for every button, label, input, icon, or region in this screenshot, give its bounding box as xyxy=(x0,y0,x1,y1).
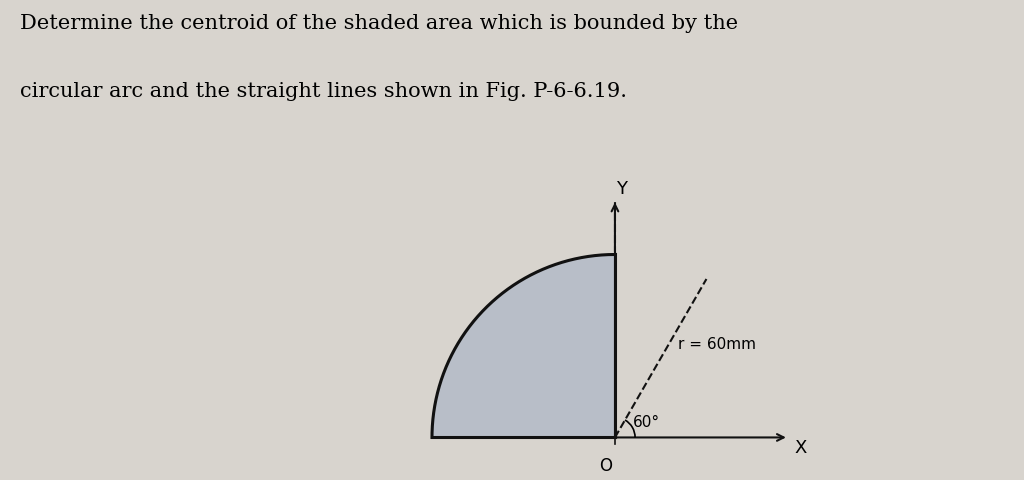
Text: O: O xyxy=(599,456,612,474)
Text: X: X xyxy=(795,438,807,456)
Polygon shape xyxy=(432,255,615,438)
Text: Y: Y xyxy=(615,179,627,197)
Text: 60°: 60° xyxy=(633,414,660,429)
Text: r = 60mm: r = 60mm xyxy=(678,336,756,352)
Text: Determine the centroid of the shaded area which is bounded by the: Determine the centroid of the shaded are… xyxy=(20,14,738,34)
Text: circular arc and the straight lines shown in Fig. P-6-6.19.: circular arc and the straight lines show… xyxy=(20,82,628,101)
